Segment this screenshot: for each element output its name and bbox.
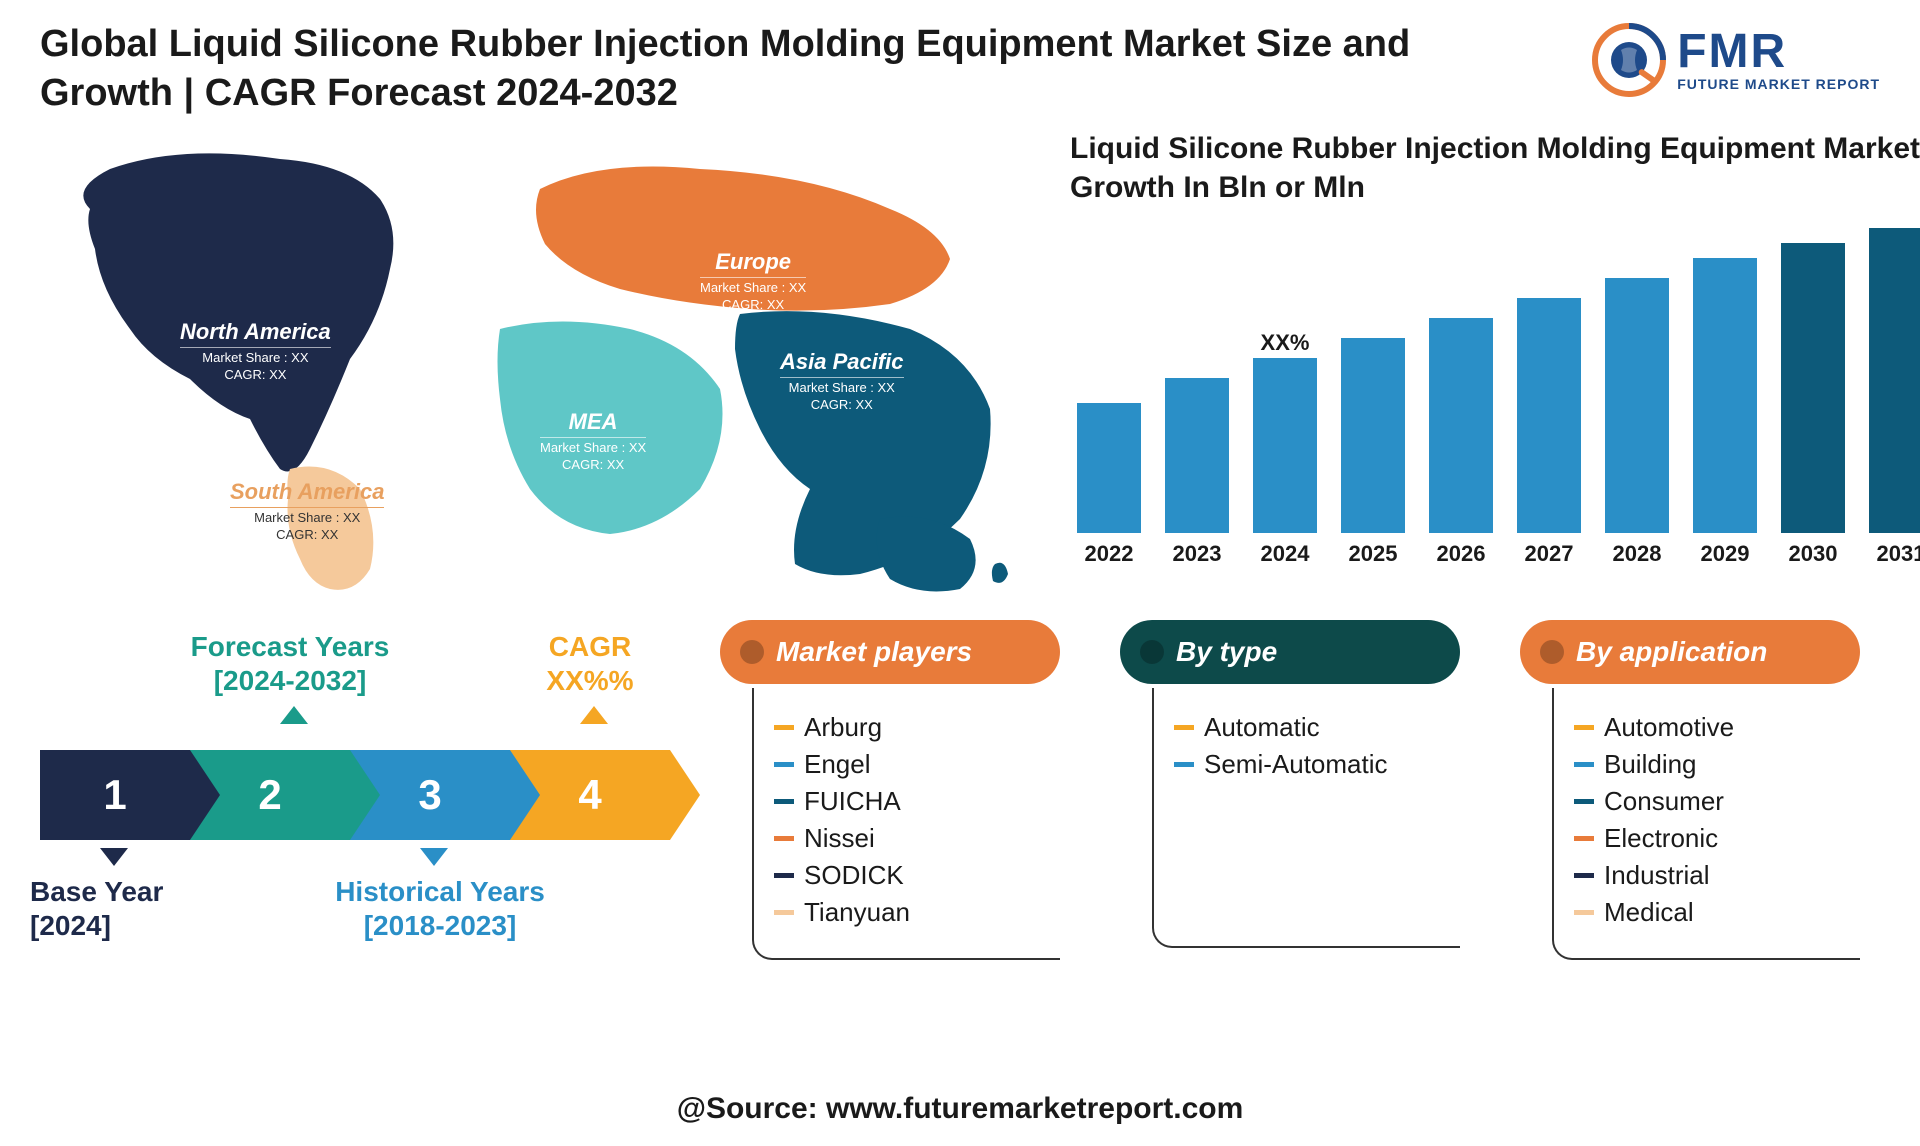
chart-title: Liquid Silicone Rubber Injection Molding… bbox=[1070, 129, 1920, 207]
list-item: FUICHA bbox=[774, 786, 1060, 817]
timeline-row: 1 2 3 4 bbox=[40, 750, 670, 840]
category-columns: Market players Arburg Engel FUICHA Nissei SOD… bbox=[720, 620, 1860, 960]
bar-2028: 2028 bbox=[1598, 278, 1676, 567]
region-nz bbox=[992, 563, 1008, 583]
list-item: Automotive bbox=[1574, 712, 1860, 743]
category-header-players: Market players bbox=[720, 620, 1060, 684]
bar-2024: XX%2024 bbox=[1246, 358, 1324, 567]
region-north-america bbox=[83, 153, 393, 471]
list-item: Building bbox=[1574, 749, 1860, 780]
region-australia bbox=[877, 516, 976, 591]
base-year-label: Base Year [2024] bbox=[30, 875, 210, 942]
forecast-label: Forecast Years [2024-2032] bbox=[180, 630, 400, 697]
list-item: Semi-Automatic bbox=[1174, 749, 1460, 780]
bar-2027: 2027 bbox=[1510, 298, 1588, 567]
logo-text: FMR bbox=[1677, 28, 1880, 76]
category-body-type: Automatic Semi-Automatic bbox=[1152, 688, 1460, 948]
category-header-type: By type bbox=[1120, 620, 1460, 684]
bar-chart: Liquid Silicone Rubber Injection Molding… bbox=[1050, 129, 1920, 599]
list-item: Engel bbox=[774, 749, 1060, 780]
bar-2031: 2031 bbox=[1862, 228, 1920, 567]
source-attribution: @Source: www.futuremarketreport.com bbox=[677, 1092, 1244, 1126]
list-item: Automatic bbox=[1174, 712, 1460, 743]
region-label-south_america: South AmericaMarket Share : XXCAGR: XX bbox=[230, 479, 384, 544]
list-item: Arburg bbox=[774, 712, 1060, 743]
list-item: SODICK bbox=[774, 860, 1060, 891]
bar-2023: 2023 bbox=[1158, 378, 1236, 567]
category-type: By type Automatic Semi-Automatic bbox=[1120, 620, 1460, 960]
cagr-label: CAGR XX%% bbox=[520, 630, 660, 697]
list-item: Medical bbox=[1574, 897, 1860, 928]
list-item: Electronic bbox=[1574, 823, 1860, 854]
category-header-application: By application bbox=[1520, 620, 1860, 684]
category-players: Market players Arburg Engel FUICHA Nissei SOD… bbox=[720, 620, 1060, 960]
globe-spyglass-icon bbox=[1589, 20, 1669, 100]
list-item: Tianyuan bbox=[774, 897, 1060, 928]
historical-label: Historical Years [2018-2023] bbox=[320, 875, 560, 942]
region-label-asia_pacific: Asia PacificMarket Share : XXCAGR: XX bbox=[780, 349, 904, 414]
header: Global Liquid Silicone Rubber Injection … bbox=[40, 20, 1880, 119]
page-title: Global Liquid Silicone Rubber Injection … bbox=[40, 20, 1440, 119]
list-item: Industrial bbox=[1574, 860, 1860, 891]
bar-2022: 2022 bbox=[1070, 403, 1148, 567]
world-map: North AmericaMarket Share : XXCAGR: XX So… bbox=[40, 129, 1020, 599]
list-item: Nissei bbox=[774, 823, 1060, 854]
bar-2029: 2029 bbox=[1686, 258, 1764, 567]
region-label-mea: MEAMarket Share : XXCAGR: XX bbox=[540, 409, 646, 474]
bar-2025: 2025 bbox=[1334, 338, 1412, 567]
region-label-europe: EuropeMarket Share : XXCAGR: XX bbox=[700, 249, 806, 314]
list-item: Consumer bbox=[1574, 786, 1860, 817]
logo-subtitle: FUTURE MARKET REPORT bbox=[1677, 76, 1880, 92]
category-body-application: Automotive Building Consumer Electronic Indu… bbox=[1552, 688, 1860, 960]
category-body-players: Arburg Engel FUICHA Nissei SODICK Tianyuan bbox=[752, 688, 1060, 960]
logo: FMR FUTURE MARKET REPORT bbox=[1589, 20, 1880, 100]
timeline-seg-1: 1 bbox=[40, 750, 190, 840]
category-application: By application Automotive Building Consumer… bbox=[1520, 620, 1860, 960]
region-label-north_america: North AmericaMarket Share : XXCAGR: XX bbox=[180, 319, 331, 384]
bar-2026: 2026 bbox=[1422, 318, 1500, 567]
chart-bars: 20222023XX%20242025202620272028202920302… bbox=[1070, 227, 1920, 567]
bar-2030: 2030 bbox=[1774, 243, 1852, 567]
